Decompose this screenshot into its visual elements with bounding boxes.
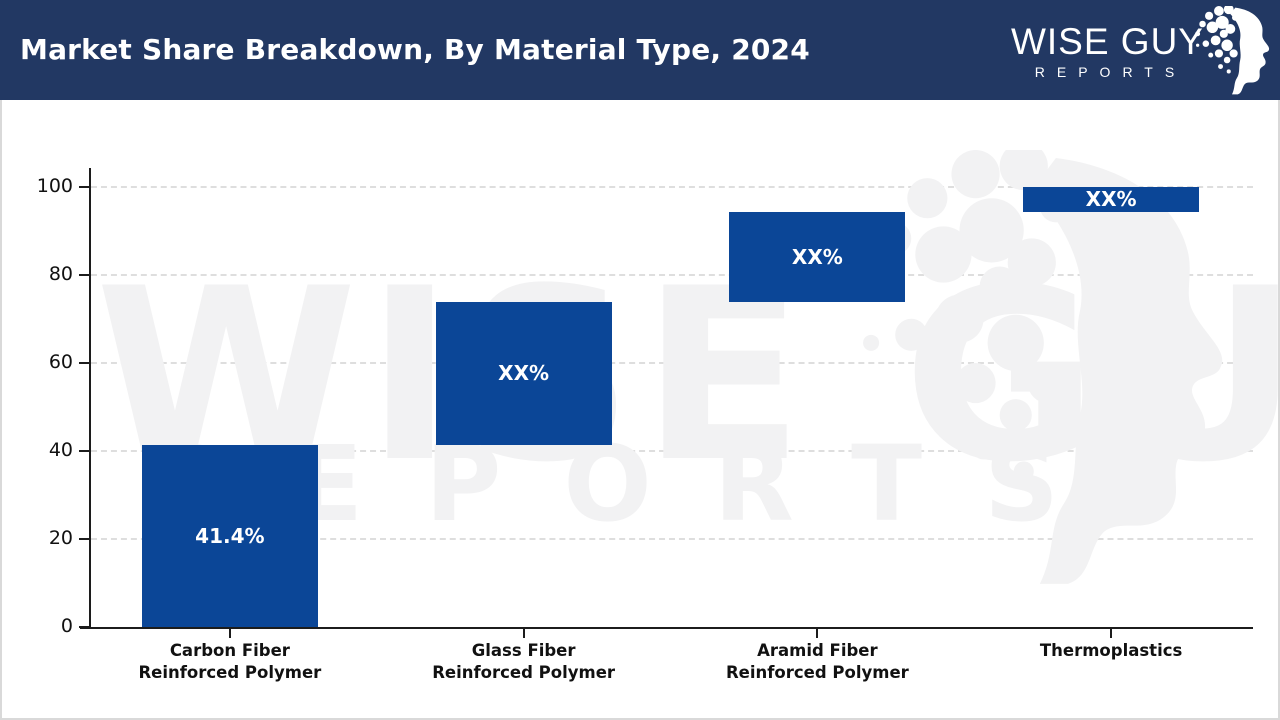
y-tick-label-100: 100 bbox=[36, 175, 73, 197]
y-tick-label-80: 80 bbox=[48, 263, 73, 285]
bar-value-label: XX% bbox=[498, 361, 550, 386]
x-tick-mark-2 bbox=[522, 629, 525, 638]
grid-line-100 bbox=[91, 186, 1253, 188]
grid-line-80 bbox=[91, 274, 1253, 276]
y-tick-mark-20 bbox=[79, 538, 89, 540]
x-tick-label-4: Thermoplastics bbox=[951, 640, 1271, 662]
chart-title: Market Share Breakdown, By Material Type… bbox=[20, 33, 810, 66]
bar-segment-4: XX% bbox=[1023, 187, 1200, 212]
y-tick-mark-100 bbox=[79, 186, 89, 188]
y-tick-mark-60 bbox=[79, 362, 89, 364]
bar-value-label: 41.4% bbox=[195, 523, 265, 548]
x-tick-label-3: Aramid Fiber Reinforced Polymer bbox=[657, 640, 977, 684]
x-tick-label-2: Glass Fiber Reinforced Polymer bbox=[364, 640, 684, 684]
bar-segment-1: 41.4% bbox=[141, 444, 318, 627]
header-band: Market Share Breakdown, By Material Type… bbox=[0, 0, 1280, 100]
y-tick-label-60: 60 bbox=[48, 351, 73, 373]
y-tick-label-0: 0 bbox=[60, 615, 73, 637]
brand-logo: WISE GUY REPORTS bbox=[1011, 6, 1274, 96]
x-tick-label-1: Carbon Fiber Reinforced Polymer bbox=[70, 640, 390, 684]
y-tick-mark-40 bbox=[79, 450, 89, 452]
bar-value-label: XX% bbox=[791, 244, 843, 269]
bar-value-label: XX% bbox=[1085, 187, 1137, 212]
x-tick-mark-4 bbox=[1110, 629, 1113, 638]
grid-line-40 bbox=[91, 450, 1253, 452]
x-tick-label-line: Reinforced Polymer bbox=[432, 662, 616, 682]
x-axis-line bbox=[80, 627, 1253, 629]
x-tick-label-line: Aramid Fiber bbox=[757, 641, 878, 660]
grid-line-20 bbox=[91, 538, 1253, 540]
y-tick-label-20: 20 bbox=[48, 527, 73, 549]
bar-segment-3: XX% bbox=[729, 211, 906, 302]
y-tick-mark-80 bbox=[79, 274, 89, 276]
x-tick-label-line: Glass Fiber bbox=[471, 641, 576, 660]
y-axis-line bbox=[89, 168, 91, 629]
x-tick-label-line: Carbon Fiber bbox=[169, 641, 290, 660]
x-tick-mark-3 bbox=[816, 629, 819, 638]
bar-segment-2: XX% bbox=[435, 301, 612, 445]
brand-head-icon bbox=[1195, 6, 1270, 95]
y-tick-label-40: 40 bbox=[48, 439, 73, 461]
grid-line-60 bbox=[91, 362, 1253, 364]
brand-name: WISE GUY bbox=[1010, 20, 1204, 62]
brand-subtitle: REPORTS bbox=[1034, 63, 1187, 80]
x-tick-label-line: Thermoplastics bbox=[1039, 641, 1183, 660]
brand-logo-text: WISE GUY REPORTS bbox=[1011, 23, 1204, 80]
x-tick-mark-1 bbox=[228, 629, 231, 638]
x-tick-label-line: Reinforced Polymer bbox=[725, 662, 909, 682]
page-frame-border bbox=[0, 100, 1280, 720]
x-tick-label-line: Reinforced Polymer bbox=[138, 662, 322, 682]
